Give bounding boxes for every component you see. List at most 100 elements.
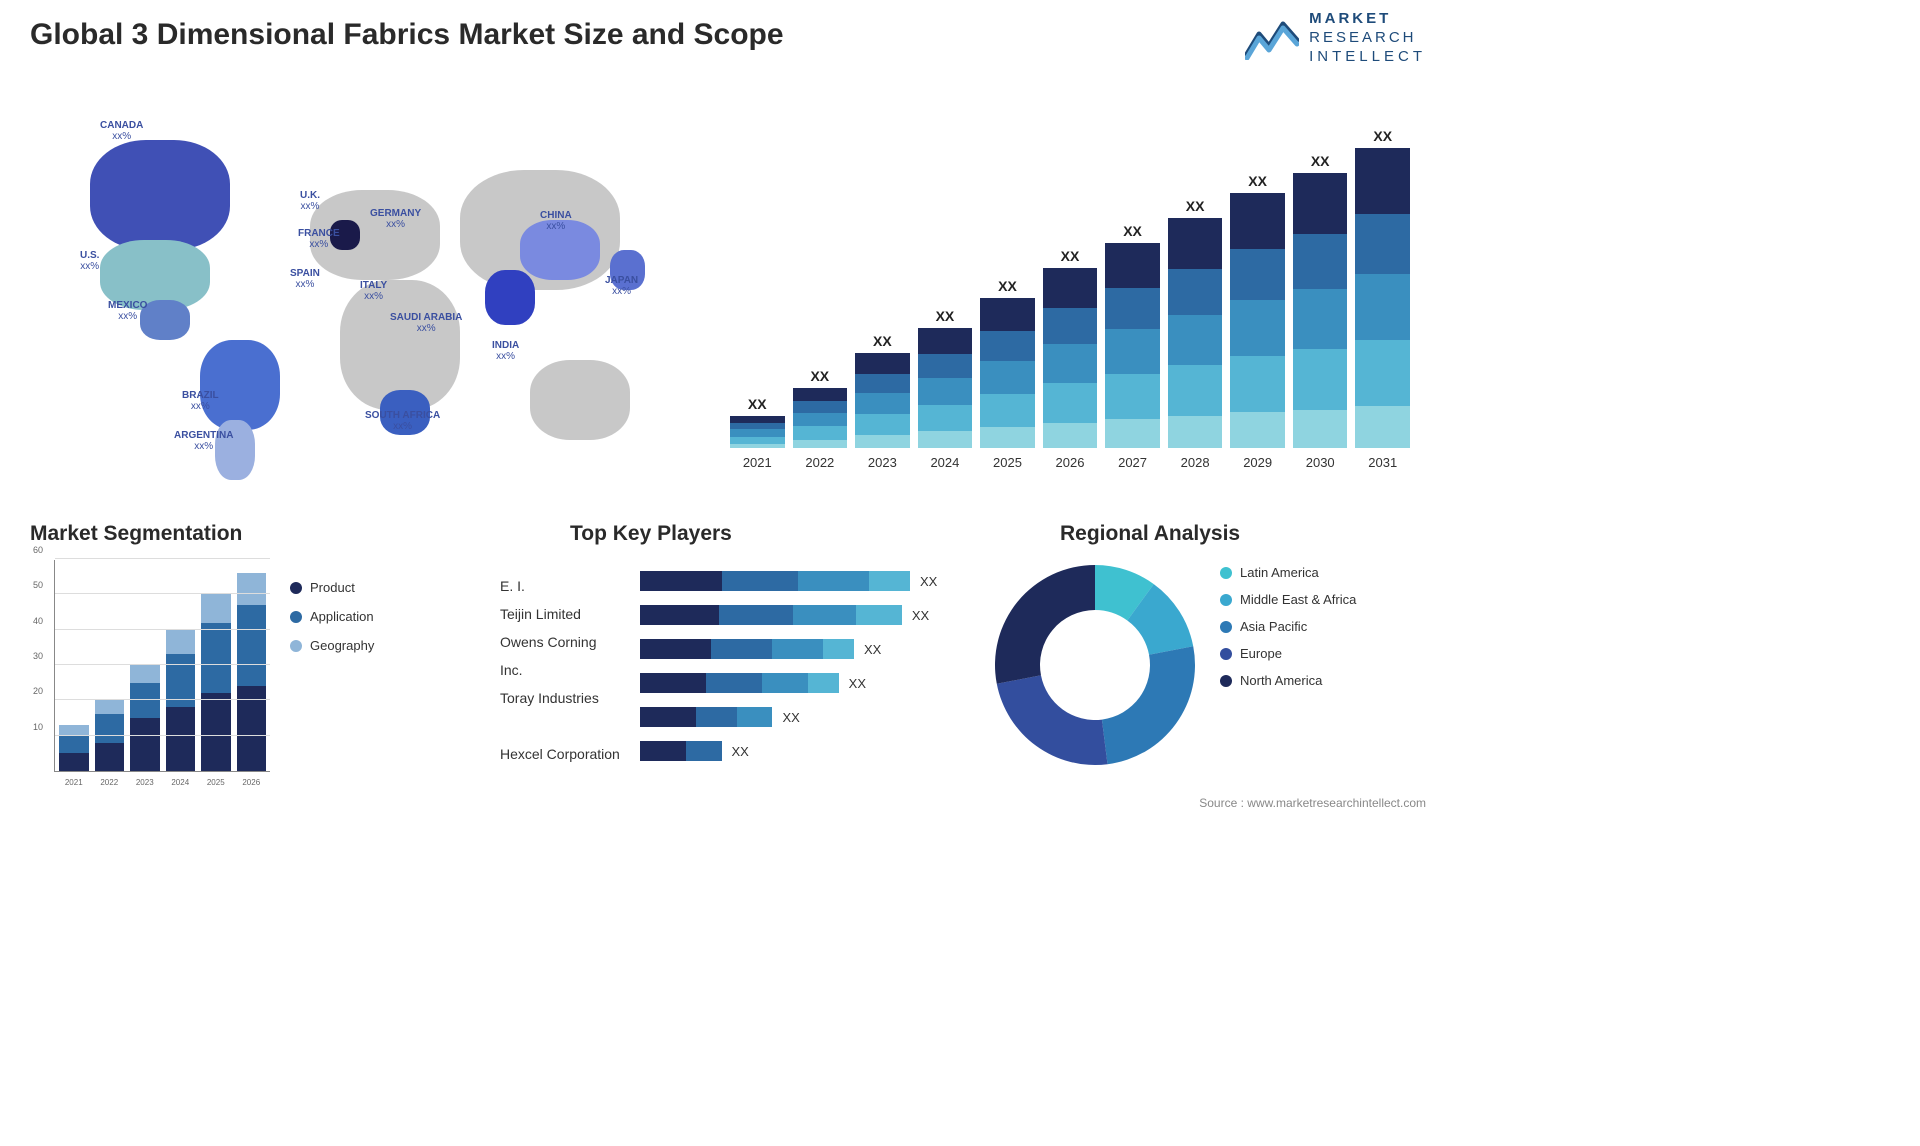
bar-value-label: XX — [873, 333, 892, 349]
source-text: Source : www.marketresearchintellect.com — [1199, 796, 1426, 810]
player-name: Teijin Limited — [500, 600, 620, 628]
player-value-label: XX — [912, 608, 929, 623]
segmentation-legend: Product Application Geography — [290, 580, 374, 667]
seg-bar: 2021 — [59, 725, 89, 771]
player-bar-row: XX — [640, 604, 950, 626]
map-label: SAUDI ARABIAxx% — [390, 312, 462, 334]
seg-bar: 2025 — [201, 594, 231, 771]
seg-x-label: 2025 — [201, 778, 231, 787]
legend-item: Latin America — [1220, 565, 1356, 580]
bar-column: XX — [918, 308, 973, 448]
map-label: GERMANYxx% — [370, 208, 421, 230]
seg-x-label: 2023 — [130, 778, 160, 787]
x-axis-label: 2025 — [980, 455, 1035, 470]
x-axis-label: 2026 — [1043, 455, 1098, 470]
legend-item: Product — [290, 580, 374, 595]
bar-column: XX — [730, 396, 785, 448]
y-axis-label: 10 — [33, 722, 43, 732]
player-bar-row: XX — [640, 570, 950, 592]
player-value-label: XX — [849, 676, 866, 691]
bar-value-label: XX — [936, 308, 955, 324]
players-title: Top Key Players — [570, 522, 732, 546]
map-label: U.S.xx% — [80, 250, 99, 272]
map-label: CHINAxx% — [540, 210, 572, 232]
main-bar-chart: XX XX XX XX XX XX XX XX XX XX XX 2021 2022 2023 2024 2… — [730, 90, 1410, 470]
player-value-label: XX — [782, 710, 799, 725]
bar-column: XX — [1043, 248, 1098, 448]
seg-x-label: 2022 — [95, 778, 125, 787]
player-bar-row: XX — [640, 672, 950, 694]
y-axis-label: 50 — [33, 580, 43, 590]
seg-x-label: 2026 — [237, 778, 267, 787]
bar-value-label: XX — [810, 368, 829, 384]
bar-column: XX — [1105, 223, 1160, 448]
regional-donut — [990, 560, 1200, 770]
map-label: MEXICOxx% — [108, 300, 147, 322]
legend-item: Europe — [1220, 646, 1356, 661]
player-name: Owens Corning — [500, 628, 620, 656]
bar-column: XX — [855, 333, 910, 448]
logo-text-1: MARKET — [1309, 10, 1426, 29]
bar-value-label: XX — [1186, 198, 1205, 214]
bar-value-label: XX — [1248, 173, 1267, 189]
map-label: FRANCExx% — [298, 228, 340, 250]
map-label: SOUTH AFRICAxx% — [365, 410, 440, 432]
x-axis-label: 2028 — [1168, 455, 1223, 470]
y-axis-label: 60 — [33, 545, 43, 555]
logo-text-3: INTELLECT — [1309, 48, 1426, 67]
map-label: JAPANxx% — [605, 275, 638, 297]
bar-column: XX — [1168, 198, 1223, 448]
bar-value-label: XX — [1061, 248, 1080, 264]
seg-bar: 2024 — [166, 630, 196, 771]
map-label: CANADAxx% — [100, 120, 143, 142]
x-axis-label: 2027 — [1105, 455, 1160, 470]
map-label: U.K.xx% — [300, 190, 320, 212]
legend-item: Geography — [290, 638, 374, 653]
map-region — [485, 270, 535, 325]
player-name: Inc. — [500, 656, 620, 684]
x-axis-label: 2031 — [1355, 455, 1410, 470]
seg-x-label: 2021 — [59, 778, 89, 787]
x-axis-label: 2022 — [793, 455, 848, 470]
player-bar-row: XX — [640, 638, 950, 660]
map-label: ARGENTINAxx% — [174, 430, 233, 452]
y-axis-label: 30 — [33, 651, 43, 661]
legend-item: Asia Pacific — [1220, 619, 1356, 634]
y-axis-label: 20 — [33, 686, 43, 696]
logo: MARKET RESEARCH INTELLECT — [1245, 10, 1426, 66]
legend-item: Middle East & Africa — [1220, 592, 1356, 607]
player-value-label: XX — [920, 574, 937, 589]
x-axis-label: 2024 — [918, 455, 973, 470]
player-name: Hexcel Corporation — [500, 740, 620, 768]
regional-title: Regional Analysis — [1060, 522, 1240, 546]
seg-bar: 2022 — [95, 700, 125, 771]
world-map: CANADAxx% U.S.xx% MEXICOxx% BRAZILxx% ARGENT… — [30, 90, 710, 490]
player-bar-row: XX — [640, 706, 950, 728]
regional-legend: Latin America Middle East & Africa Asia Pa… — [1220, 565, 1356, 700]
map-label: ITALYxx% — [360, 280, 387, 302]
map-region — [90, 140, 230, 250]
x-axis-label: 2023 — [855, 455, 910, 470]
donut-slice — [995, 565, 1095, 684]
segmentation-chart: 202120222023202420252026 102030405060 — [30, 560, 270, 790]
x-axis-label: 2029 — [1230, 455, 1285, 470]
map-label: BRAZILxx% — [182, 390, 219, 412]
legend-item: North America — [1220, 673, 1356, 688]
bar-value-label: XX — [1123, 223, 1142, 239]
bar-column: XX — [793, 368, 848, 448]
player-name: E. I. — [500, 572, 620, 600]
x-axis-label: 2021 — [730, 455, 785, 470]
seg-x-label: 2024 — [166, 778, 196, 787]
map-region — [140, 300, 190, 340]
bar-value-label: XX — [1311, 153, 1330, 169]
legend-item: Application — [290, 609, 374, 624]
bar-column: XX — [980, 278, 1035, 448]
bar-value-label: XX — [1373, 128, 1392, 144]
player-name — [500, 712, 620, 740]
map-region — [530, 360, 630, 440]
seg-bar: 2026 — [237, 573, 267, 771]
bar-column: XX — [1230, 173, 1285, 448]
map-label: INDIAxx% — [492, 340, 519, 362]
segmentation-title: Market Segmentation — [30, 522, 242, 546]
page-title: Global 3 Dimensional Fabrics Market Size… — [30, 18, 784, 52]
